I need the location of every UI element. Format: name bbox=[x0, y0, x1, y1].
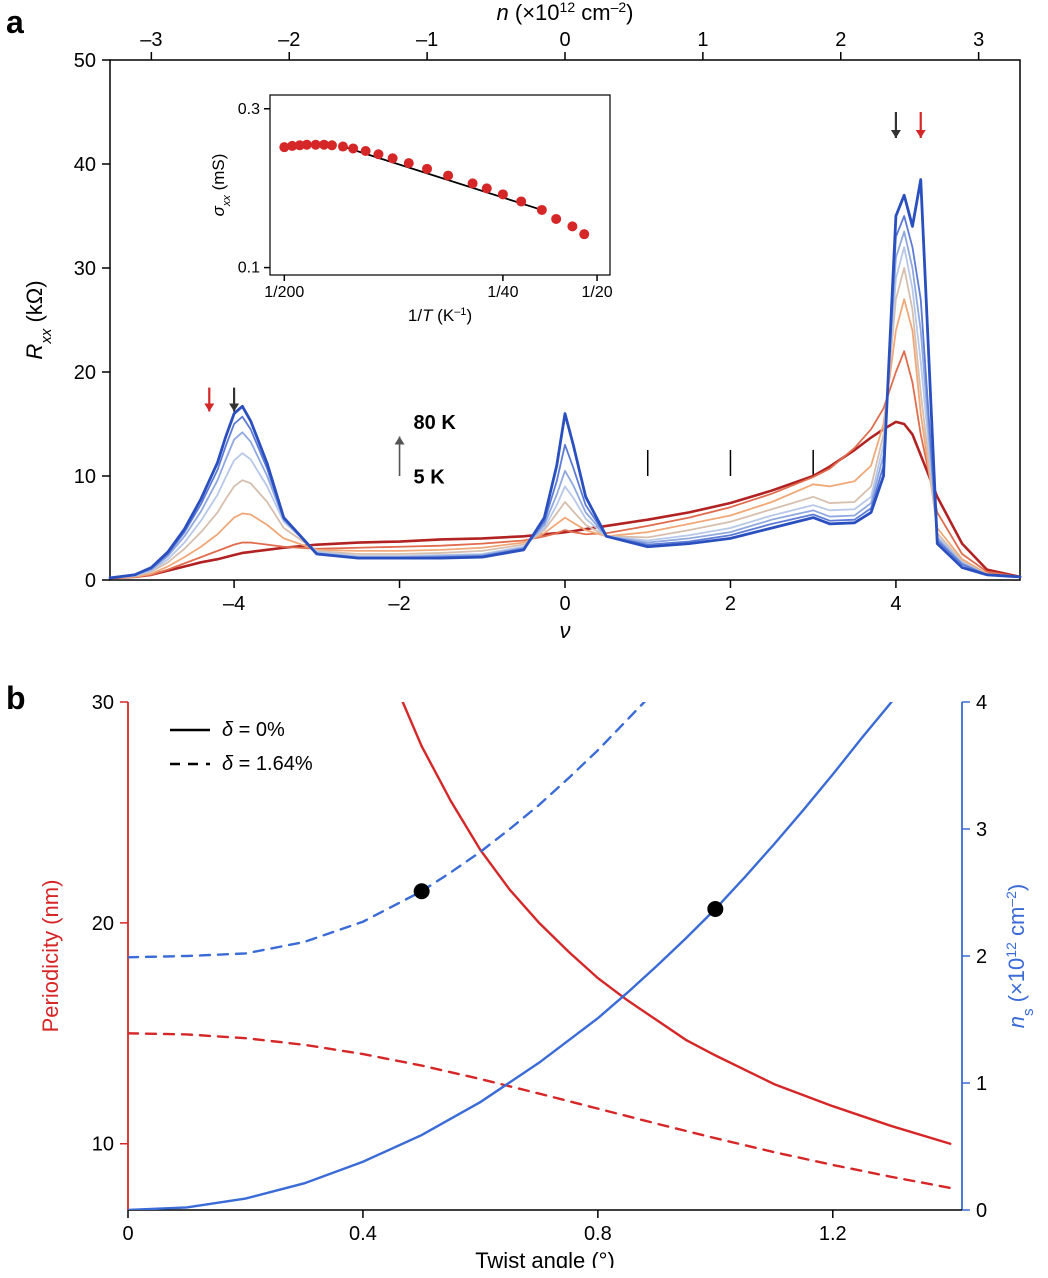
svg-text:1: 1 bbox=[976, 1073, 987, 1095]
svg-text:20: 20 bbox=[92, 913, 114, 935]
figure-root: a b –4–2024ν–3–2–10123n (×1012 cm–2)0102… bbox=[0, 0, 1048, 1278]
svg-text:50: 50 bbox=[74, 50, 96, 72]
svg-text:2: 2 bbox=[835, 29, 846, 51]
svg-text:–2: –2 bbox=[278, 29, 300, 51]
svg-text:–2: –2 bbox=[388, 593, 410, 615]
svg-text:4: 4 bbox=[890, 593, 901, 615]
svg-text:1: 1 bbox=[697, 29, 708, 51]
svg-text:30: 30 bbox=[92, 692, 114, 714]
svg-text:0: 0 bbox=[976, 1200, 987, 1222]
svg-text:1/200: 1/200 bbox=[264, 284, 304, 301]
svg-text:δ = 1.64%: δ = 1.64% bbox=[222, 753, 313, 775]
svg-text:2: 2 bbox=[725, 593, 736, 615]
svg-text:1/T (K–1): 1/T (K–1) bbox=[408, 306, 472, 325]
svg-text:1/40: 1/40 bbox=[487, 284, 518, 301]
svg-text:10: 10 bbox=[92, 1134, 114, 1156]
svg-text:10: 10 bbox=[74, 466, 96, 488]
svg-text:–3: –3 bbox=[140, 29, 162, 51]
svg-text:Periodicity (nm): Periodicity (nm) bbox=[38, 880, 63, 1033]
svg-text:ν: ν bbox=[560, 618, 571, 643]
panel-a-chart: –4 –2 0 2 4 ν –3 –2 –1 0 1 2 3 n (×1012 cm–2) 0 10 20 30 4… bbox=[0, 0, 1048, 650]
svg-text:30: 30 bbox=[74, 258, 96, 280]
svg-text:–1: –1 bbox=[416, 29, 438, 51]
svg-text:0: 0 bbox=[122, 1223, 133, 1245]
svg-text:0: 0 bbox=[559, 29, 570, 51]
svg-text:0.1: 0.1 bbox=[238, 260, 260, 277]
svg-text:n (×1012 cm–2): n (×1012 cm–2) bbox=[497, 0, 634, 25]
svg-text:5 K: 5 K bbox=[414, 466, 446, 488]
svg-text:80 K: 80 K bbox=[414, 412, 457, 434]
svg-text:–4: –4 bbox=[223, 593, 245, 615]
svg-text:4: 4 bbox=[976, 692, 987, 714]
svg-text:σxx (mS): σxx (mS) bbox=[209, 154, 233, 217]
svg-text:1/20: 1/20 bbox=[581, 284, 612, 301]
svg-text:3: 3 bbox=[976, 819, 987, 841]
svg-text:δ = 0%: δ = 0% bbox=[222, 719, 285, 741]
svg-text:1.2: 1.2 bbox=[819, 1223, 847, 1245]
svg-text:0.8: 0.8 bbox=[584, 1223, 612, 1245]
svg-text:40: 40 bbox=[74, 154, 96, 176]
svg-text:0: 0 bbox=[85, 570, 96, 592]
svg-text:0.4: 0.4 bbox=[349, 1223, 377, 1245]
svg-text:3: 3 bbox=[973, 29, 984, 51]
svg-text:Rxx (kΩ): Rxx (kΩ) bbox=[22, 280, 55, 359]
svg-text:2: 2 bbox=[976, 946, 987, 968]
svg-text:20: 20 bbox=[74, 362, 96, 384]
svg-text:Twist angle (°): Twist angle (°) bbox=[475, 1248, 615, 1268]
svg-text:0.3: 0.3 bbox=[238, 101, 260, 118]
panel-b-chart: 00.40.81.2Twist angle (°)102030Periodici… bbox=[0, 688, 1048, 1268]
svg-text:ns (×1012 cm–2): ns (×1012 cm–2) bbox=[1003, 884, 1037, 1028]
svg-text:0: 0 bbox=[559, 593, 570, 615]
